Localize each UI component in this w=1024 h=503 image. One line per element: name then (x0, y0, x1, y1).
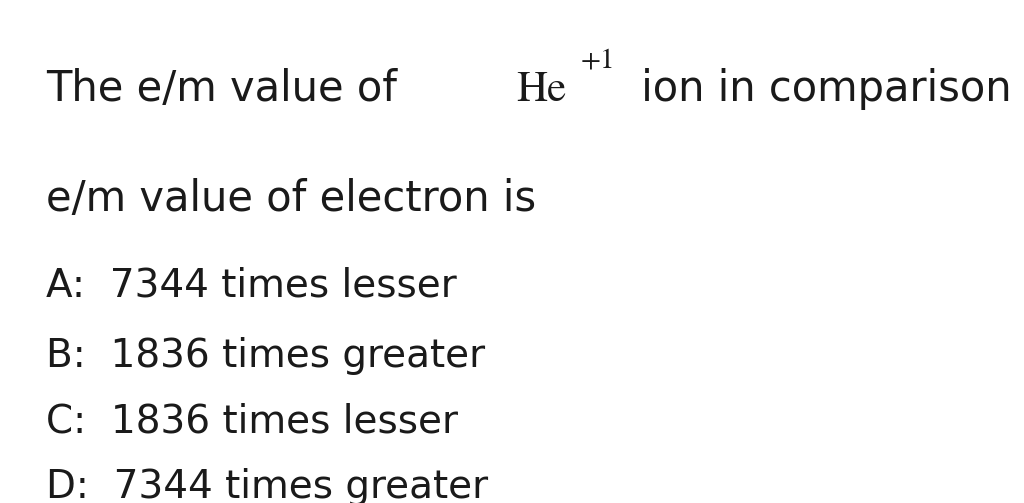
Text: He: He (516, 71, 566, 110)
Text: The e/m value of: The e/m value of (46, 67, 411, 110)
Text: e/m value of electron is: e/m value of electron is (46, 178, 537, 220)
Text: A:  7344 times lesser: A: 7344 times lesser (46, 267, 457, 305)
Text: D:  7344 times greater: D: 7344 times greater (46, 468, 488, 503)
Text: B:  1836 times greater: B: 1836 times greater (46, 337, 485, 375)
Text: +1: +1 (581, 49, 615, 74)
Text: C:  1836 times lesser: C: 1836 times lesser (46, 402, 458, 441)
Text: ion in comparison to: ion in comparison to (629, 67, 1024, 110)
